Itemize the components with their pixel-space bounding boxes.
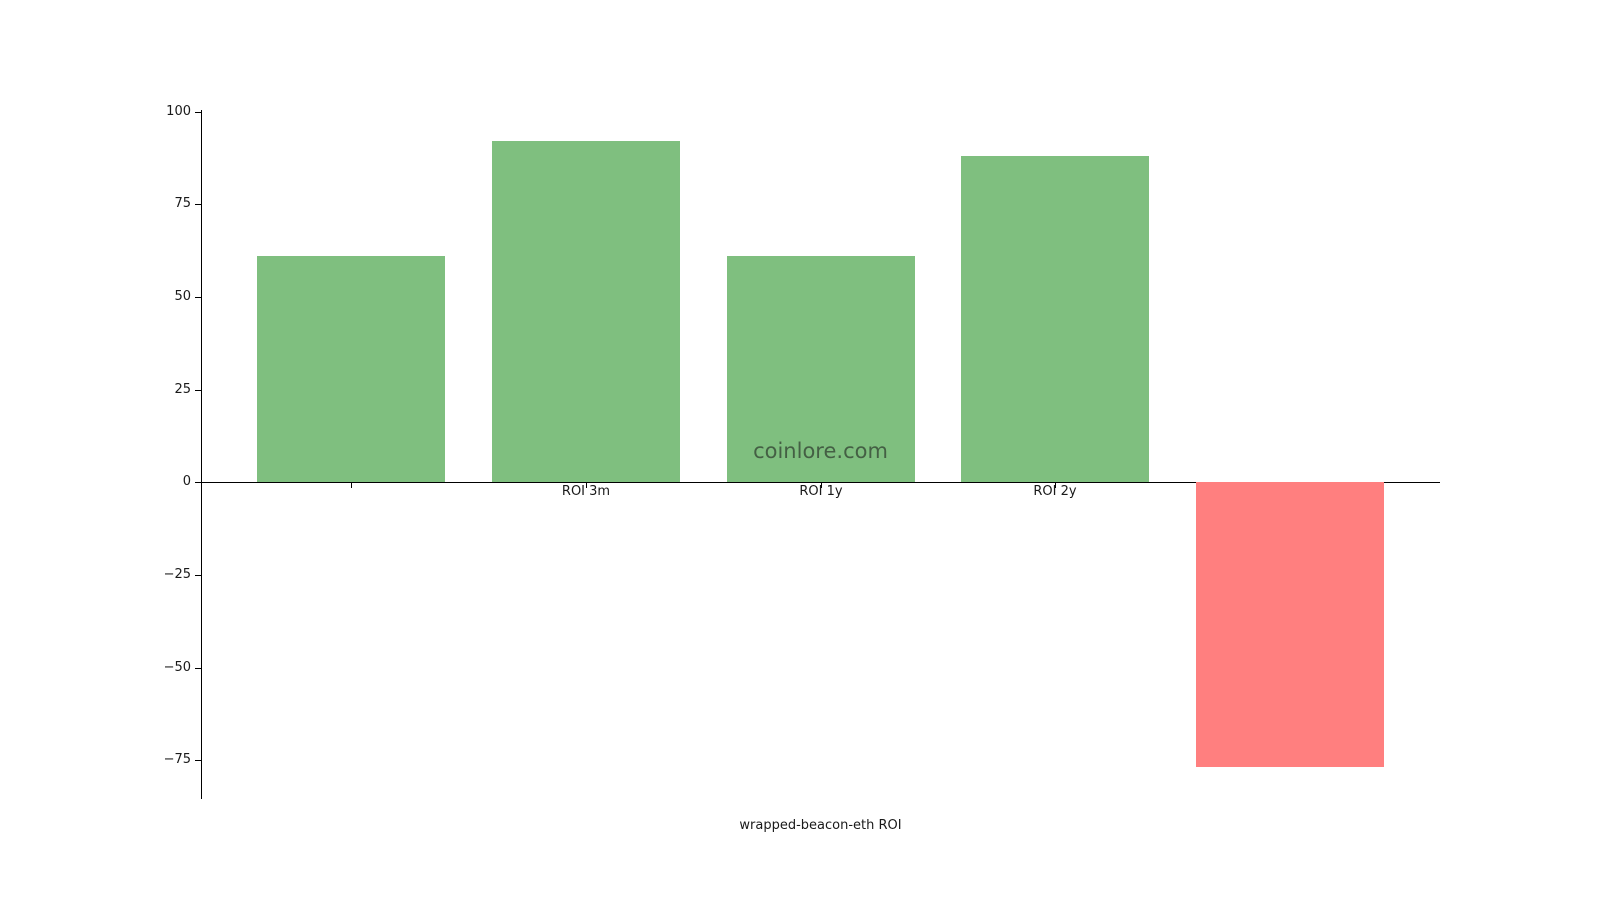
x-axis-title: wrapped-beacon-eth ROI (739, 818, 902, 833)
roi-bar (727, 256, 915, 482)
x-tick-mark (821, 482, 822, 488)
roi-bar (961, 156, 1149, 482)
y-tick-mark (195, 204, 201, 205)
watermark-text: coinlore.com (753, 439, 888, 463)
y-tick-label: 25 (174, 382, 191, 397)
roi-bar (492, 141, 680, 482)
x-tick-mark (586, 482, 587, 488)
x-tick-label: ROI 3m (561, 484, 611, 499)
y-tick-mark (195, 482, 201, 483)
y-tick-label: 75 (174, 196, 191, 211)
x-tick-mark (351, 482, 352, 488)
y-tick-label: −75 (163, 752, 191, 767)
roi-bar (257, 256, 445, 482)
y-tick-label: 100 (166, 104, 191, 119)
x-tick-mark (1055, 482, 1056, 488)
y-tick-label: −25 (163, 567, 191, 582)
y-tick-mark (195, 575, 201, 576)
x-axis-zero-line (201, 482, 1440, 483)
roi-bar (1196, 482, 1384, 767)
y-tick-label: 0 (182, 474, 191, 489)
y-axis-spine (201, 110, 202, 799)
x-tick-label: ROI 2y (1033, 484, 1077, 499)
y-tick-mark (195, 668, 201, 669)
y-tick-mark (195, 112, 201, 113)
y-tick-label: 50 (174, 289, 191, 304)
y-tick-label: −50 (163, 660, 191, 675)
y-tick-mark (195, 297, 201, 298)
x-tick-label: ROI 1y (799, 484, 843, 499)
y-tick-mark (195, 390, 201, 391)
y-tick-mark (195, 760, 201, 761)
